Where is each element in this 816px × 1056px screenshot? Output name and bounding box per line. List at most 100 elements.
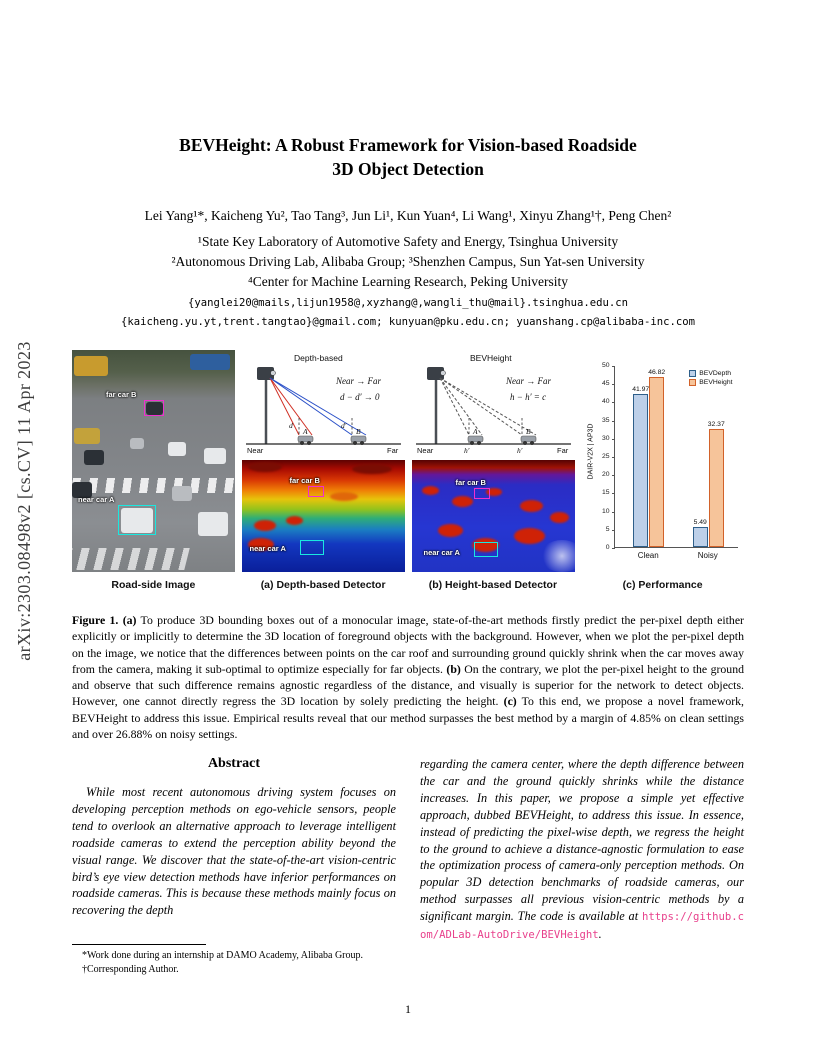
title-line-2: 3D Object Detection — [332, 159, 484, 179]
footnote-rule — [72, 944, 206, 945]
code-link[interactable]: https://github.com/ADLab-AutoDrive/BEVHe… — [420, 911, 744, 942]
abstract-col2-period: . — [598, 927, 602, 942]
figure-panel-labels: Road-side Image (a) Depth-based Detector… — [72, 579, 744, 591]
depth-ray — [269, 377, 352, 436]
bar-bevdepth-noisy — [692, 527, 708, 547]
heat-blob — [471, 538, 499, 552]
crosswalk-near — [72, 548, 190, 570]
caption-bold-c: (c) — [503, 694, 517, 709]
camera-icon — [426, 367, 444, 380]
car-b-icon — [520, 435, 536, 443]
height-formula: h − h′ = c — [510, 392, 546, 402]
wheel — [529, 441, 534, 445]
chart-x-labels: Clean Noisy — [614, 551, 738, 563]
y-axis-tick: 35 — [601, 416, 610, 424]
wheel — [469, 441, 474, 445]
car — [168, 442, 186, 456]
depth-ray — [269, 377, 299, 436]
height-ray — [439, 377, 536, 436]
height-ray — [439, 377, 522, 436]
near-far-text: Near → Far — [335, 376, 381, 386]
affiliations: ¹State Key Laboratory of Automotive Safe… — [72, 232, 744, 292]
hprime-label: h′ — [464, 446, 470, 455]
car — [172, 486, 192, 501]
affiliation-2: ²Autonomous Driving Lab, Alibaba Group; … — [171, 254, 645, 269]
bar-bevheight-noisy — [708, 429, 724, 547]
near-car-a — [121, 508, 153, 533]
y-axis-tick: 20 — [601, 471, 610, 479]
height-heatmap: far car B near car A — [411, 460, 575, 572]
footnote-block: *Work done during an internship at DAMO … — [72, 944, 396, 977]
near-car-bbox — [473, 542, 498, 557]
y-axis-tick: 40 — [601, 398, 610, 406]
bar-value-label: 41.97 — [632, 386, 650, 394]
far-car-bbox — [144, 400, 164, 416]
far-car-label: far car B — [289, 476, 320, 485]
legend-swatch — [689, 370, 697, 377]
bar-value-label: 5.49 — [693, 519, 707, 527]
email-block: {yanglei20@mails,lijun1958@,xyzhang@,wan… — [52, 294, 764, 332]
hprime-label: h′ — [517, 446, 523, 455]
car-b-label: B — [356, 427, 361, 436]
abstract-text-col1: While most recent autonomous driving sys… — [72, 785, 396, 918]
paper-title: BEVHeight: A Robust Framework for Vision… — [72, 133, 744, 181]
legend-item: BEVHeight — [689, 379, 733, 386]
footnote-1: *Work done during an internship at DAMO … — [82, 950, 363, 961]
panel-label-depth: (a) Depth-based Detector — [260, 579, 386, 591]
roadside-photo-panel: far car B near car A — [72, 350, 235, 572]
affiliation-3: ⁴Center for Machine Learning Research, P… — [248, 274, 568, 289]
wheel — [476, 441, 481, 445]
car-b-icon — [350, 435, 366, 443]
heat-blob — [329, 492, 358, 501]
near-far-text: Near → Far — [505, 376, 551, 386]
heat-blob — [247, 462, 282, 472]
y-axis-tick: 25 — [601, 453, 610, 460]
height-ray — [439, 377, 482, 436]
bar-bevheight-clean — [649, 376, 665, 547]
wheel — [306, 441, 311, 445]
y-tick-mark — [611, 384, 615, 386]
near-car-label: near car A — [78, 495, 115, 504]
heat-blob — [485, 488, 502, 496]
legend-label: BEVHeight — [699, 379, 733, 386]
car — [130, 438, 144, 449]
car — [198, 512, 228, 536]
chart-legend: BEVDepth BEVHeight — [687, 369, 735, 387]
car — [84, 450, 104, 465]
panel-label-height: (b) Height-based Detector — [428, 579, 558, 591]
left-column: Abstract While most recent autonomous dr… — [72, 756, 396, 919]
email-line-2: {kaicheng.yu.yt,trent.tangtao}@gmail.com… — [120, 316, 696, 328]
near-text: Near — [417, 446, 434, 455]
bar-value-label: 32.37 — [707, 421, 725, 429]
caption-bold-a: Figure 1. (a) — [72, 613, 137, 627]
height-diagram-svg: BEVHeight A — [415, 353, 571, 455]
x-axis-label: Clean — [637, 551, 659, 560]
footnote-2: †Corresponding Author. — [82, 964, 179, 975]
near-car-bbox — [299, 540, 324, 555]
depth-d-label: d — [289, 421, 293, 430]
heat-blob — [253, 520, 276, 531]
y-tick-mark — [611, 457, 615, 458]
y-axis-tick: 30 — [601, 434, 610, 442]
heat-blob — [421, 486, 439, 495]
depth-dprime-label: d′ — [341, 421, 347, 430]
caption-bold-b: (b) — [446, 661, 461, 676]
wheel — [522, 441, 527, 445]
email-line-1: {yanglei20@mails,lijun1958@,xyzhang@,wan… — [187, 297, 629, 309]
camera-icon — [256, 367, 274, 380]
bar-bevdepth-clean — [633, 394, 649, 547]
far-text: Far — [387, 446, 399, 455]
y-axis-tick: 15 — [601, 489, 610, 497]
height-panel: BEVHeight A — [411, 350, 575, 572]
wheel — [359, 441, 364, 445]
author-list: Lei Yang¹*, Kaicheng Yu², Tao Tang³, Jun… — [144, 208, 672, 223]
near-car-label: near car A — [423, 548, 460, 557]
caption-text-c: To this end, we propose a novel framewor… — [72, 694, 745, 742]
caption-text-b: On the contrary, we plot the per-pixel h… — [72, 661, 744, 709]
heat-blob — [513, 528, 545, 544]
legend-item: BEVDepth — [689, 370, 732, 377]
y-tick-mark — [611, 438, 615, 440]
heat-blob — [285, 516, 303, 525]
y-axis-tick: 10 — [601, 507, 610, 515]
